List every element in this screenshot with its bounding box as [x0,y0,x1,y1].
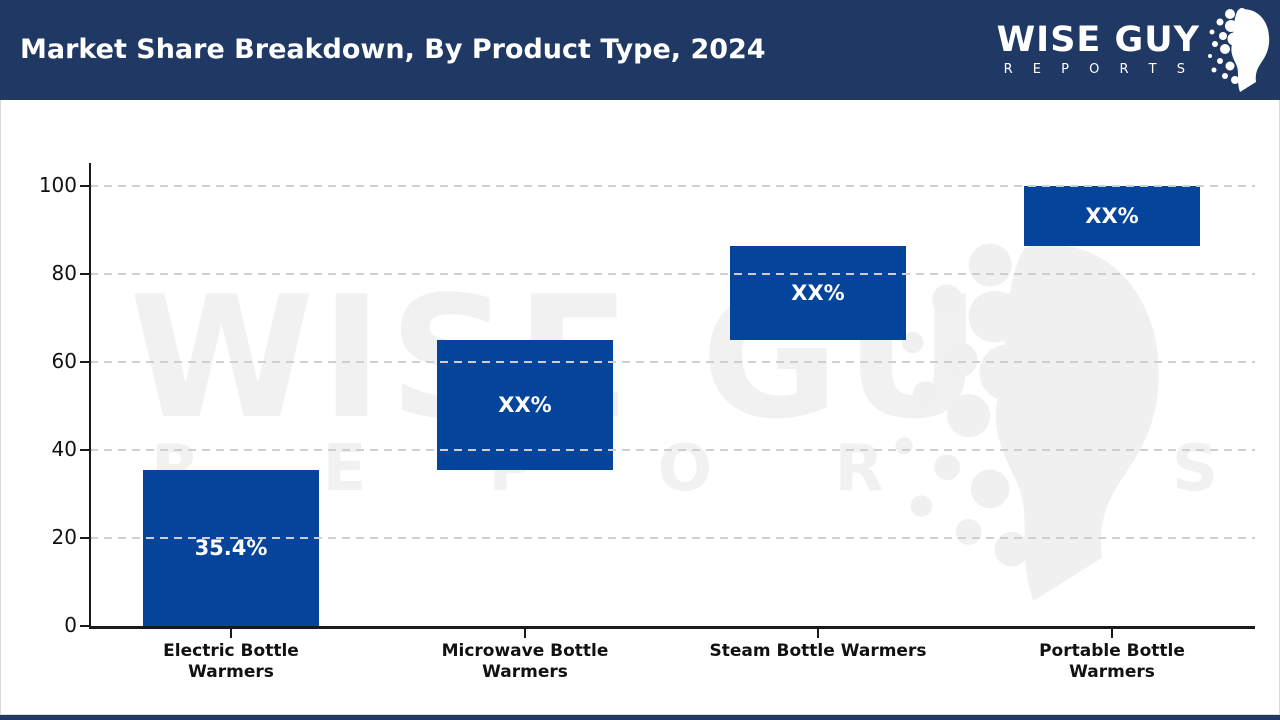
grid-line [90,361,1255,363]
y-tick-label: 80 [51,261,77,285]
logo-sub-text: R E P O R T S [1003,62,1193,77]
y-tick-label: 0 [64,613,77,637]
grid-line [90,537,1255,539]
header-bar: Market Share Breakdown, By Product Type,… [0,0,1280,100]
x-category-label: Electric Bottle Warmers [163,641,299,683]
bar: XX% [1024,186,1200,246]
y-tick-mark [80,537,89,539]
wiseguy-head-icon [1208,8,1270,92]
bar-value-label: XX% [1085,203,1139,228]
x-tick-mark [1111,629,1113,638]
x-category-label: Microwave Bottle Warmers [441,641,609,683]
y-tick-label: 20 [51,525,77,549]
y-tick-mark [80,273,89,275]
logo-brand-text: WISE GUY [996,20,1200,60]
grid-line [90,449,1255,451]
x-category-label: Portable Bottle Warmers [1039,641,1185,683]
bar-value-label: XX% [791,280,845,305]
grid-line [90,273,1255,275]
bar: XX% [730,245,906,340]
x-tick-mark [230,629,232,638]
bar: 35.4% [143,470,319,626]
chart-area: WISE GUY R E P O R T S 35.4% Electric Bot… [0,100,1280,715]
y-tick-label: 40 [51,437,77,461]
y-tick-label: 100 [38,173,77,197]
y-tick-mark [80,625,89,627]
y-axis-spine [89,163,91,627]
logo-text: WISE GUY R E P O R T S [997,20,1200,77]
x-axis-spine [89,626,1255,629]
bar-value-label: 35.4% [194,536,268,561]
x-tick-mark [817,629,819,638]
grid-line [90,185,1255,187]
page-title: Market Share Breakdown, By Product Type,… [20,34,766,65]
x-tick-mark [524,629,526,638]
y-tick-mark [80,449,89,451]
bottom-accent-strip [0,715,1280,720]
watermark-head-icon [895,239,1159,601]
y-tick-mark [80,361,89,363]
bar-value-label: XX% [498,393,552,418]
y-tick-label: 60 [51,349,77,373]
y-tick-mark [80,185,89,187]
x-category-label: Steam Bottle Warmers [709,641,927,661]
wiseguy-logo: WISE GUY R E P O R T S [997,0,1272,100]
